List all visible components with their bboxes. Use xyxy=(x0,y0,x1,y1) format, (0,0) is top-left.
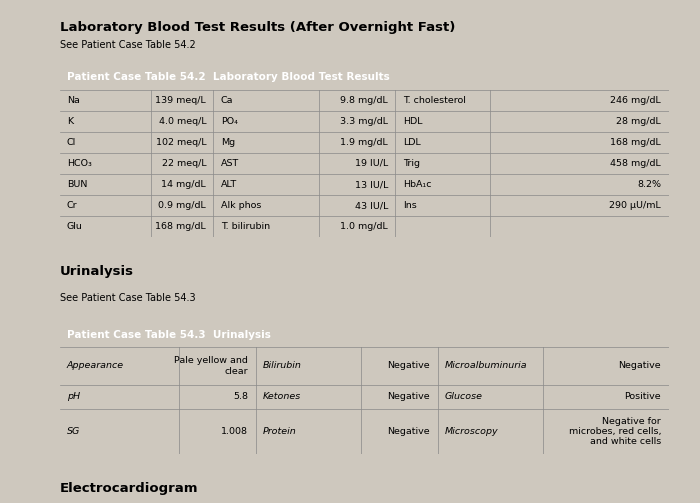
Text: 102 meq/L: 102 meq/L xyxy=(155,138,206,147)
Text: Alk phos: Alk phos xyxy=(220,201,261,210)
Text: Pale yellow and
clear: Pale yellow and clear xyxy=(174,356,248,376)
Text: 19 IU/L: 19 IU/L xyxy=(355,159,388,168)
Text: See Patient Case Table 54.3: See Patient Case Table 54.3 xyxy=(60,293,195,303)
Text: Bilirubin: Bilirubin xyxy=(262,362,302,370)
Text: HCO₃: HCO₃ xyxy=(66,159,92,168)
Text: Ins: Ins xyxy=(402,201,416,210)
Text: 139 meq/L: 139 meq/L xyxy=(155,96,206,105)
Text: 22 meq/L: 22 meq/L xyxy=(162,159,206,168)
Text: Protein: Protein xyxy=(262,427,297,436)
Text: 13 IU/L: 13 IU/L xyxy=(355,180,388,189)
Text: 290 μU/mL: 290 μU/mL xyxy=(610,201,662,210)
Text: Negative: Negative xyxy=(619,362,661,370)
Text: SG: SG xyxy=(66,427,80,436)
Text: Positive: Positive xyxy=(624,392,661,401)
Text: HbA₁c: HbA₁c xyxy=(402,180,431,189)
Text: See Patient Case Table 54.2: See Patient Case Table 54.2 xyxy=(60,40,195,50)
Text: PO₄: PO₄ xyxy=(220,117,238,126)
Text: 1.008: 1.008 xyxy=(221,427,248,436)
Text: pH: pH xyxy=(66,392,80,401)
Text: Patient Case Table 54.2  Laboratory Blood Test Results: Patient Case Table 54.2 Laboratory Blood… xyxy=(66,72,390,82)
Text: Patient Case Table 54.3  Urinalysis: Patient Case Table 54.3 Urinalysis xyxy=(66,330,271,340)
Text: Appearance: Appearance xyxy=(66,362,124,370)
Text: BUN: BUN xyxy=(66,180,88,189)
Text: LDL: LDL xyxy=(402,138,421,147)
Text: T. bilirubin: T. bilirubin xyxy=(220,222,270,231)
Text: HDL: HDL xyxy=(402,117,422,126)
Text: Electrocardiogram: Electrocardiogram xyxy=(60,482,198,495)
Text: 1.0 mg/dL: 1.0 mg/dL xyxy=(340,222,388,231)
Text: Cl: Cl xyxy=(66,138,76,147)
Text: 168 mg/dL: 168 mg/dL xyxy=(155,222,206,231)
Text: 3.3 mg/dL: 3.3 mg/dL xyxy=(340,117,388,126)
Text: Glucose: Glucose xyxy=(444,392,483,401)
Text: Ca: Ca xyxy=(220,96,233,105)
Text: Cr: Cr xyxy=(66,201,78,210)
Text: AST: AST xyxy=(220,159,239,168)
Text: Na: Na xyxy=(66,96,80,105)
Text: 246 mg/dL: 246 mg/dL xyxy=(610,96,662,105)
Text: 1.9 mg/dL: 1.9 mg/dL xyxy=(340,138,388,147)
Text: 5.8: 5.8 xyxy=(233,392,248,401)
Text: Glu: Glu xyxy=(66,222,83,231)
Text: 9.8 mg/dL: 9.8 mg/dL xyxy=(340,96,388,105)
Text: Negative: Negative xyxy=(388,392,430,401)
Text: 14 mg/dL: 14 mg/dL xyxy=(162,180,206,189)
Text: T. cholesterol: T. cholesterol xyxy=(402,96,466,105)
Text: 0.9 mg/dL: 0.9 mg/dL xyxy=(158,201,206,210)
Text: Mg: Mg xyxy=(220,138,235,147)
Text: 168 mg/dL: 168 mg/dL xyxy=(610,138,662,147)
Text: ALT: ALT xyxy=(220,180,237,189)
Text: Negative: Negative xyxy=(388,427,430,436)
Text: Laboratory Blood Test Results (After Overnight Fast): Laboratory Blood Test Results (After Ove… xyxy=(60,21,455,34)
Text: 43 IU/L: 43 IU/L xyxy=(355,201,388,210)
Text: Microscopy: Microscopy xyxy=(444,427,498,436)
Text: Ketones: Ketones xyxy=(262,392,301,401)
Text: 8.2%: 8.2% xyxy=(637,180,662,189)
Text: Negative for
microbes, red cells,
and white cells: Negative for microbes, red cells, and wh… xyxy=(568,416,662,447)
Text: Negative: Negative xyxy=(388,362,430,370)
Text: 4.0 meq/L: 4.0 meq/L xyxy=(159,117,206,126)
Text: Trig: Trig xyxy=(402,159,420,168)
Text: 458 mg/dL: 458 mg/dL xyxy=(610,159,662,168)
Text: K: K xyxy=(66,117,73,126)
Text: Microalbuminuria: Microalbuminuria xyxy=(444,362,527,370)
Text: 28 mg/dL: 28 mg/dL xyxy=(617,117,662,126)
Text: Urinalysis: Urinalysis xyxy=(60,265,134,278)
